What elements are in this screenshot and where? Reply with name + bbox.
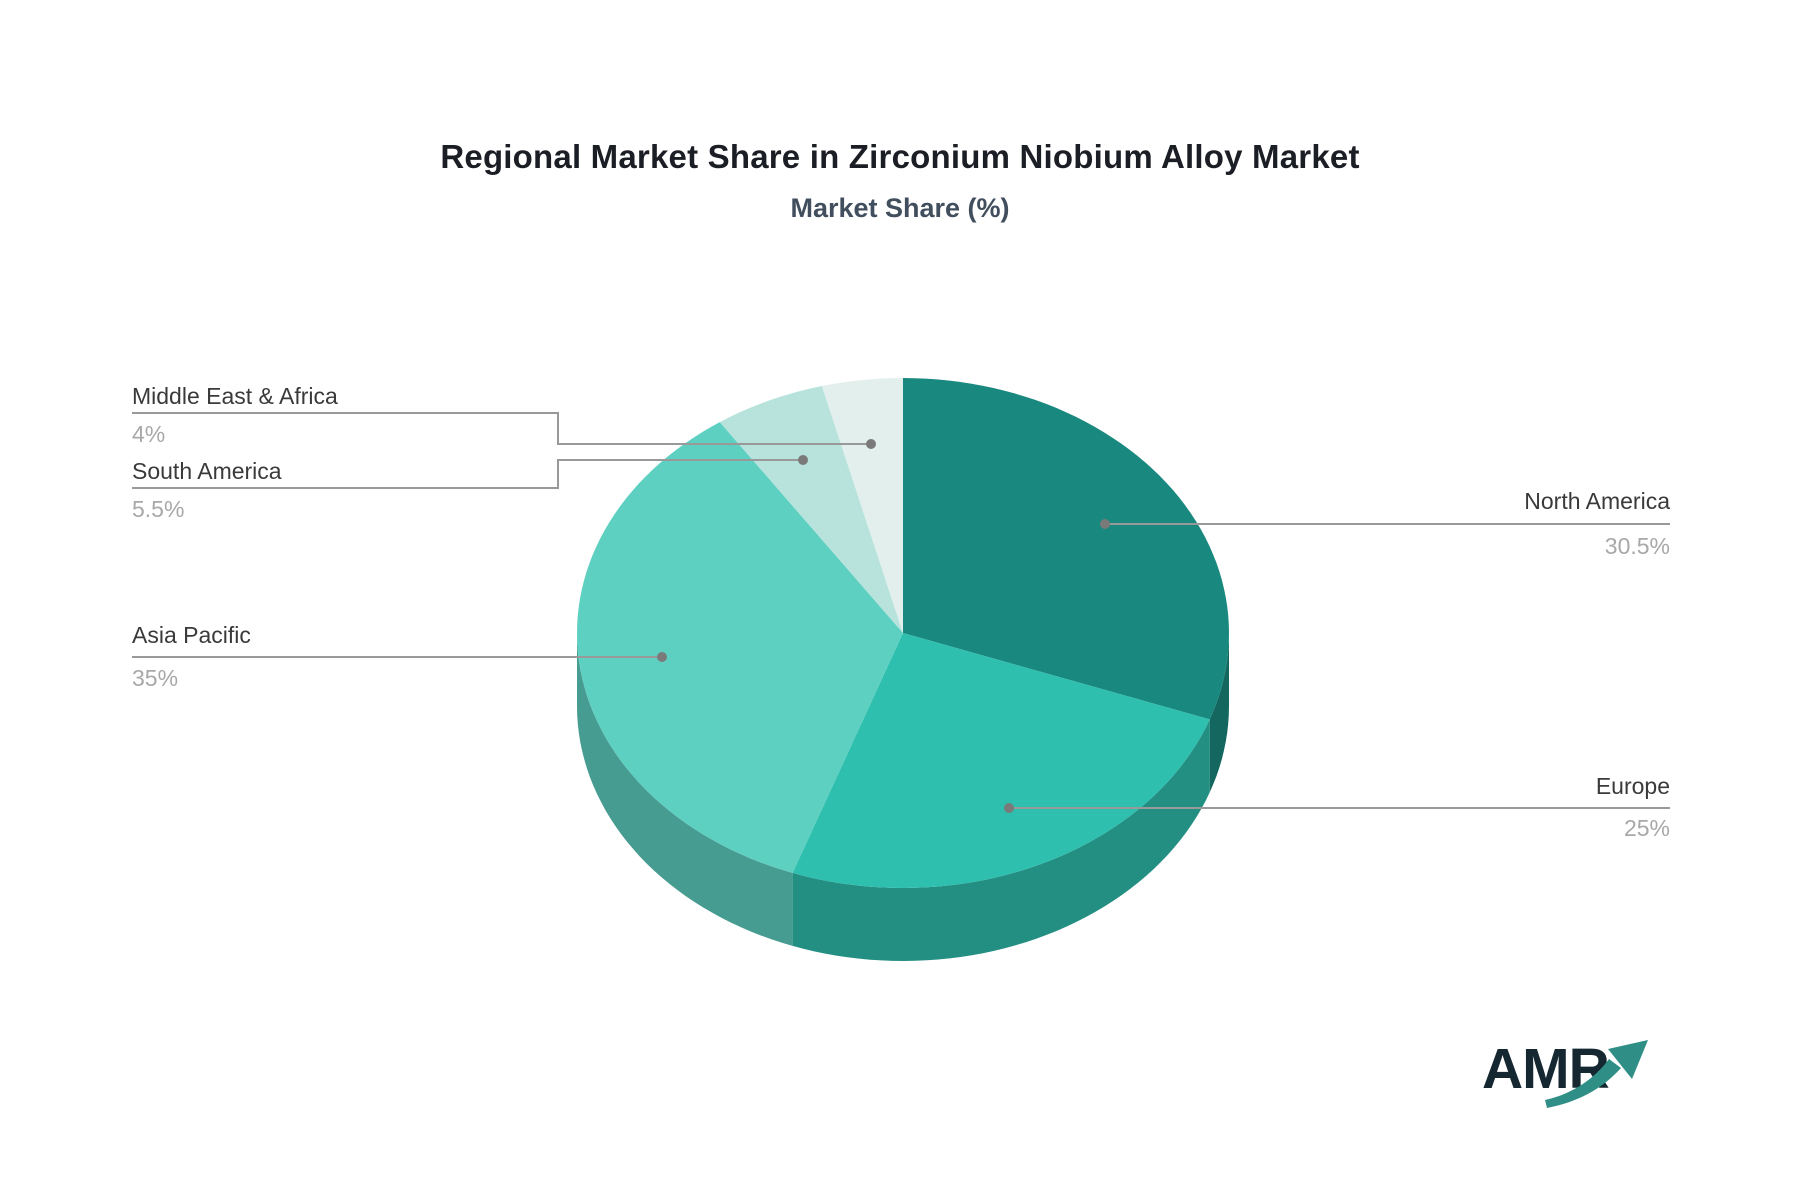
pie-slice[interactable] — [719, 386, 903, 633]
label-south-america: South America — [132, 458, 282, 484]
leader-line — [132, 459, 803, 489]
amr-logo: AMR — [1482, 1036, 1652, 1116]
pie-slice[interactable] — [792, 633, 1210, 888]
value-middle-east-africa: 4% — [132, 421, 166, 447]
pie-slice[interactable] — [577, 422, 903, 873]
value-europe: 25% — [1623, 815, 1670, 841]
chart-subtitle: Market Share (%) — [790, 193, 1010, 223]
pie-slice-side — [577, 633, 793, 946]
chart-title: Regional Market Share in Zirconium Niobi… — [440, 138, 1360, 175]
label-middle-east-africa: Middle East & Africa — [132, 383, 338, 409]
label-asia-pacific: Asia Pacific — [132, 622, 251, 648]
leader-dot — [1004, 803, 1014, 813]
pie-slice-side — [792, 719, 1210, 961]
pie-slice[interactable] — [903, 378, 1229, 720]
value-north-america: 30.5% — [1604, 533, 1670, 559]
label-europe: Europe — [1595, 773, 1670, 799]
leader-dot — [1100, 519, 1110, 529]
pie-slice-side — [1209, 633, 1229, 793]
growth-arrow-icon — [1545, 1040, 1648, 1108]
value-asia-pacific: 35% — [132, 665, 179, 691]
value-south-america: 5.5% — [132, 496, 185, 522]
label-north-america: North America — [1524, 488, 1670, 514]
leader-line — [132, 412, 871, 445]
leader-dot — [798, 455, 808, 465]
pie-slice[interactable] — [821, 378, 903, 633]
leader-dot — [657, 652, 667, 662]
leader-dot — [866, 439, 876, 449]
